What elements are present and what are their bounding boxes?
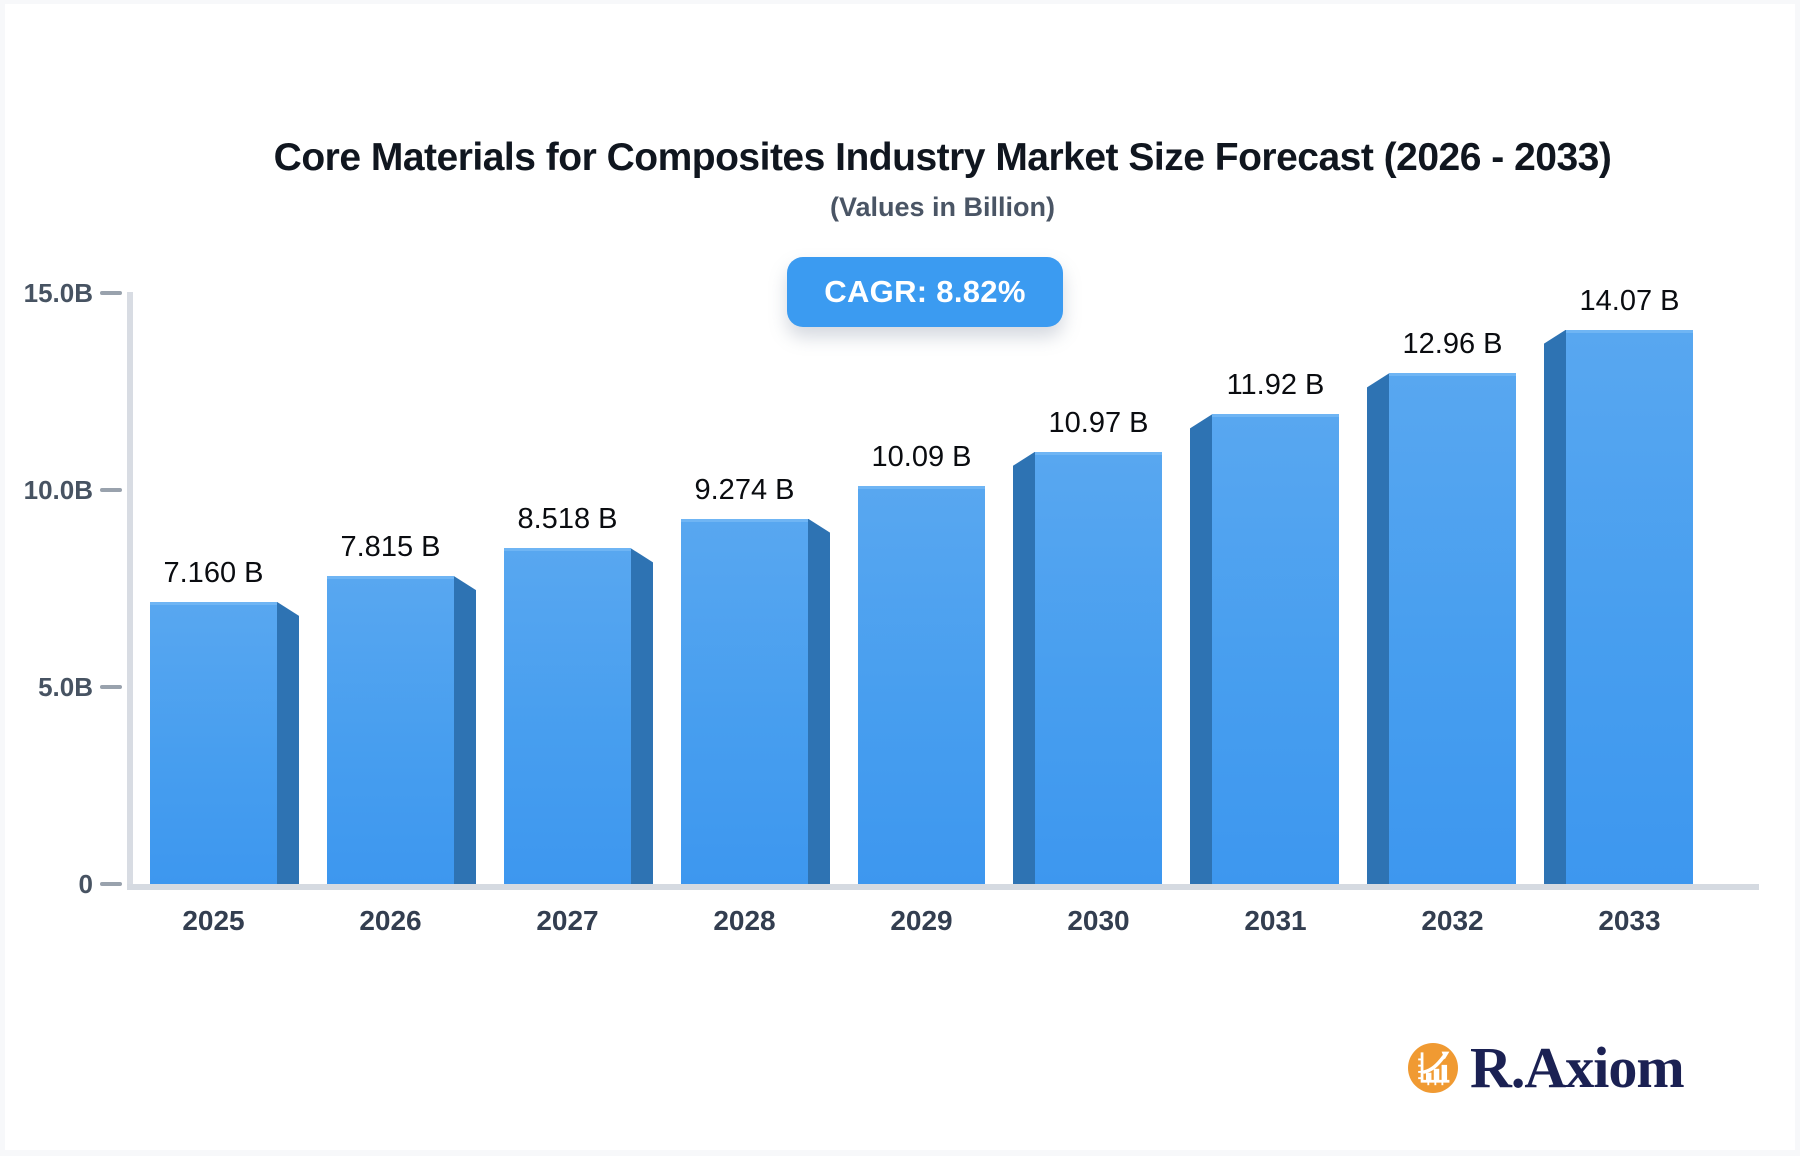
bar [858, 486, 985, 884]
bar-value-label: 10.97 B [1048, 406, 1149, 439]
y-tick-label: 10.0B [23, 475, 93, 505]
bar-value-label: 14.07 B [1579, 284, 1680, 317]
bar-side-face [1190, 414, 1212, 884]
bar-side-face [631, 548, 653, 884]
bar [1389, 373, 1516, 884]
y-tick-label: 0 [78, 869, 93, 899]
bar-value-label: 7.815 B [340, 531, 441, 564]
y-axis-line [127, 292, 133, 887]
brand-logo: R.Axiom [1408, 1032, 1685, 1104]
bar-side-face [277, 601, 299, 884]
bar-value-label: 9.274 B [694, 473, 795, 506]
x-tick-label: 2029 [890, 905, 953, 936]
y-tick-mark [100, 685, 122, 689]
x-tick-label: 2032 [1421, 905, 1484, 936]
brand-name: R.Axiom [1470, 1035, 1685, 1100]
bar [150, 601, 277, 884]
bar-value-label: 8.518 B [517, 503, 618, 536]
y-tick-label: 5.0B [38, 672, 93, 702]
bar [681, 518, 808, 884]
x-axis-line [127, 884, 1759, 890]
bar-side-face [1013, 451, 1035, 884]
bar-side-face [1367, 373, 1389, 884]
x-tick-label: 2031 [1244, 905, 1307, 936]
bar-side-face [808, 518, 830, 884]
bar [1035, 451, 1162, 884]
x-tick-label: 2026 [359, 905, 422, 936]
bar-value-label: 7.160 B [163, 556, 264, 589]
y-tick-mark [100, 882, 122, 886]
x-tick-label: 2028 [713, 905, 776, 936]
bar-chart-growth-icon [1408, 1043, 1458, 1093]
cagr-badge: CAGR: 8.82% [787, 257, 1063, 327]
bar [504, 548, 631, 884]
bar-side-face [1544, 329, 1566, 884]
x-tick-label: 2027 [536, 905, 599, 936]
bar-side-face [454, 576, 476, 884]
bar-value-label: 10.09 B [871, 441, 972, 474]
bar [1566, 329, 1693, 884]
bar [1212, 414, 1339, 884]
bar [327, 576, 454, 884]
y-tick-label: 15.0B [23, 278, 93, 308]
y-tick-mark [100, 488, 122, 492]
bar-value-label: 11.92 B [1226, 369, 1325, 402]
y-tick-mark [100, 291, 122, 295]
x-tick-label: 2033 [1598, 905, 1661, 936]
chart-subtitle: (Values in Billion) [829, 192, 1056, 223]
x-tick-label: 2025 [182, 905, 245, 936]
x-tick-label: 2030 [1067, 905, 1130, 936]
chart-title: Core Materials for Composites Industry M… [273, 136, 1612, 180]
bar-value-label: 12.96 B [1402, 328, 1503, 361]
